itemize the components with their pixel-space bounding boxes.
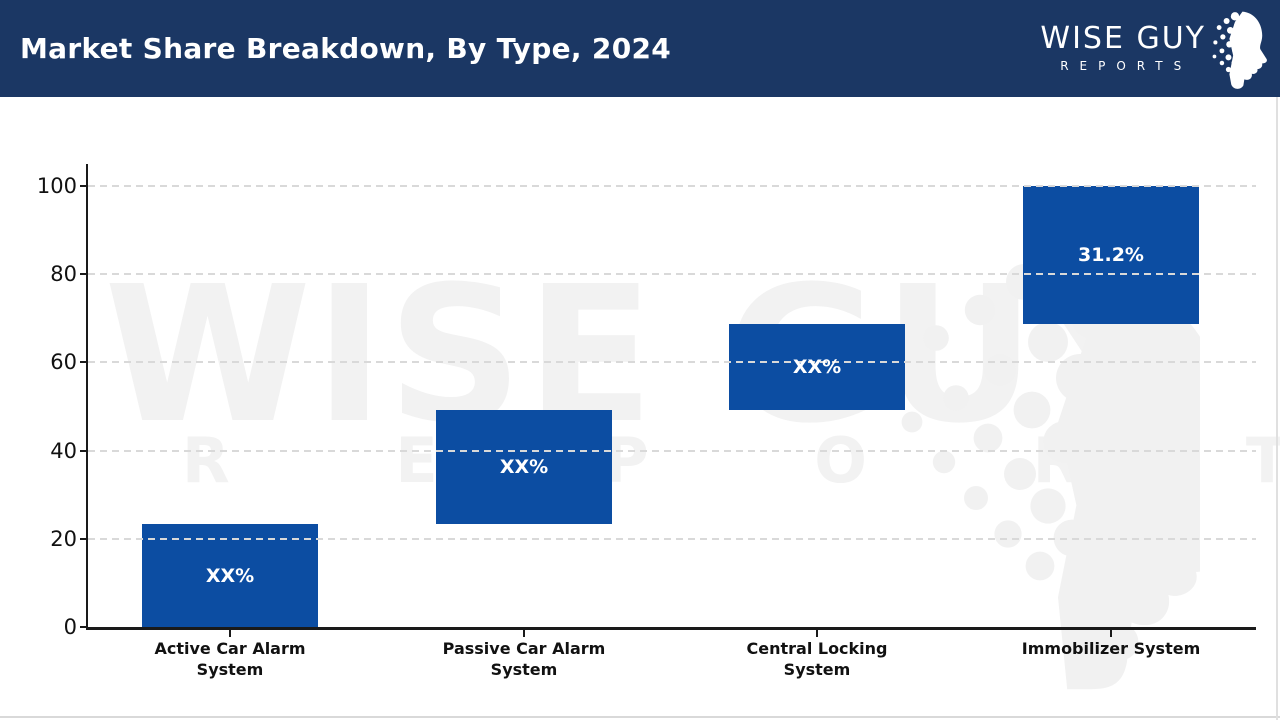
x-axis-spine [86,627,1256,630]
logo-wordmark: WISE GUY [1040,21,1206,56]
y-tick-mark [80,361,88,364]
y-tick-mark [80,449,88,452]
logo-subtext: REPORTS [1060,59,1193,73]
x-category-label: Central Locking System [746,639,887,681]
gridline [88,361,1256,364]
bar-value-label: XX% [205,564,255,587]
gridline [88,273,1256,276]
y-tick-label: 20 [50,526,77,551]
y-tick-mark [80,185,88,187]
gridline [88,537,1256,540]
x-category-label-line: System [196,659,264,679]
gridline [88,185,1256,187]
logo-wordmark-block: WISE GUY REPORTS [1040,21,1206,74]
x-category-label-line: Active Car Alarm [154,639,306,658]
y-tick-mark [80,537,88,540]
y-tick-label: 100 [36,174,77,198]
header-bar: Market Share Breakdown, By Type, 2024 WI… [0,0,1280,97]
y-tick-mark [80,273,88,276]
x-tick-mark [229,630,231,637]
y-tick-label: 40 [50,438,77,463]
y-tick-label: 0 [63,615,77,639]
logo-face-icon [1212,11,1267,89]
x-category-label-line: Immobilizer System [1021,639,1201,658]
wiseguy-logo: WISE GUY REPORTS [1040,7,1270,91]
x-tick-mark [816,630,818,637]
y-tick-mark [80,626,88,628]
x-category-label-line: Central Locking [746,639,888,658]
gridline [88,449,1256,452]
bar-segment [436,410,612,525]
chart-title: Market Share Breakdown, By Type, 2024 [20,32,672,65]
bar-value-label: XX% [792,355,842,378]
y-tick-label: 80 [50,262,77,287]
x-category-label-line: System [490,659,558,679]
y-tick-label: 60 [50,350,77,375]
bar-segment [142,524,318,627]
x-category-label-line: System [783,659,851,679]
bar-segment [729,323,905,410]
x-category-label-line: Passive Car Alarm [442,639,606,658]
x-category-label: Passive Car Alarm System [443,639,606,681]
x-category-label: Immobilizer System [1022,639,1200,660]
y-axis-spine [86,164,88,630]
bar-value-label: 31.2% [1078,243,1144,266]
x-tick-mark [1110,630,1112,637]
right-border [1276,97,1278,720]
x-tick-mark [523,630,525,637]
watermark-face-graphic [901,234,1200,690]
bar-value-label: XX% [499,456,549,479]
x-category-label: Active Car Alarm System [154,639,305,681]
bottom-border [0,716,1280,718]
bar-segment [1023,186,1199,324]
